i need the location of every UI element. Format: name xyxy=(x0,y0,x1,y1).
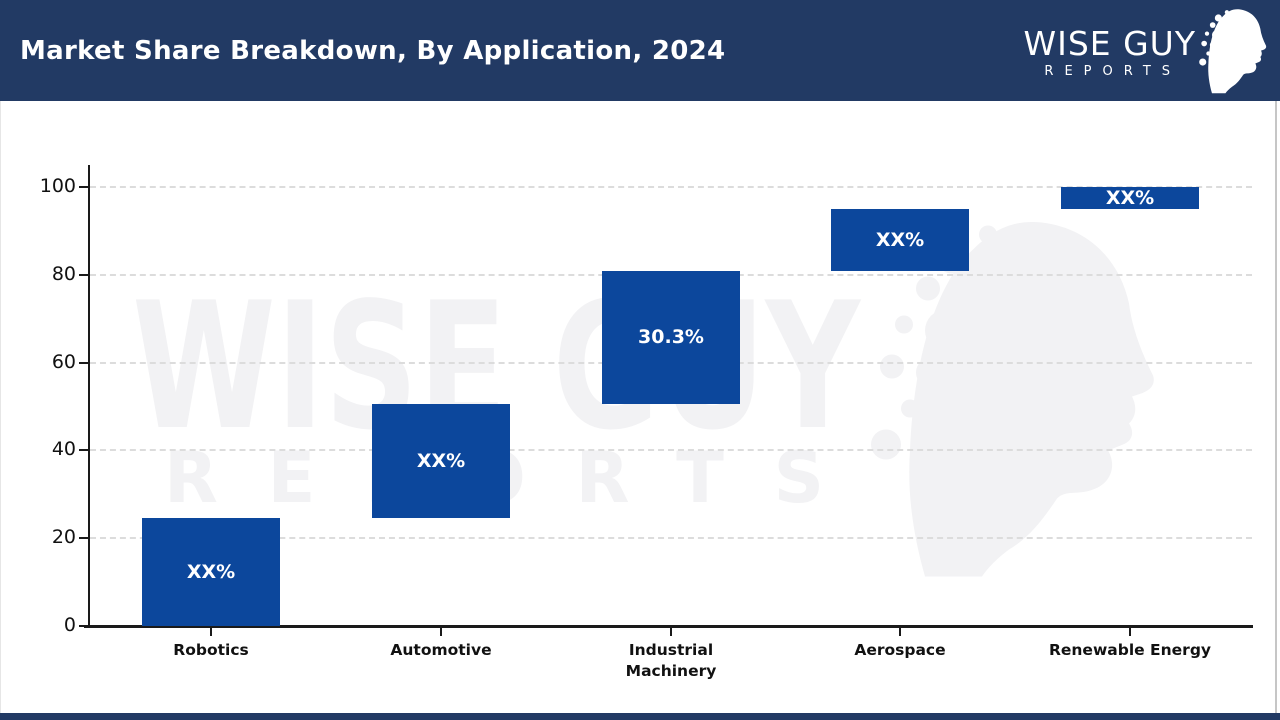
brand-subtitle: REPORTS xyxy=(1044,63,1182,79)
bar-industrial-machinery: 30.3% xyxy=(602,270,740,404)
y-tick-label-60: 60 xyxy=(51,350,76,373)
category-label-aerospace: Aerospace xyxy=(854,641,946,659)
y-tick-label-100: 100 xyxy=(39,175,76,197)
x-tick-mark-industrial-machinery xyxy=(670,627,672,636)
y-tick-label-20: 20 xyxy=(51,526,76,549)
bar-renewable-energy: XX% xyxy=(1061,187,1199,209)
gridline-y100 xyxy=(90,186,1252,188)
x-tick-mark-robotics xyxy=(210,627,212,636)
gridline-y40 xyxy=(90,449,1252,452)
y-tick-mark-100 xyxy=(79,186,88,188)
y-tick-label-40: 40 xyxy=(51,438,76,461)
x-axis xyxy=(84,624,1253,628)
x-tick-mark-renewable-energy xyxy=(1129,627,1131,636)
bar-value-label-robotics: XX% xyxy=(186,560,236,583)
bar-value-label-aerospace: XX% xyxy=(875,228,925,251)
header-bar: Market Share Breakdown, By Application, … xyxy=(0,0,1280,101)
category-label-automotive: Automotive xyxy=(390,641,492,659)
y-tick-mark-80 xyxy=(79,273,88,276)
content-right-border xyxy=(1275,101,1277,713)
footer-bar xyxy=(0,713,1280,720)
x-tick-mark-aerospace xyxy=(899,627,901,636)
y-tick-label-0: 0 xyxy=(63,614,76,636)
bar-value-label-renewable-energy: XX% xyxy=(1105,186,1155,209)
y-tick-mark-20 xyxy=(79,537,88,540)
brand-name: WISE GUY xyxy=(1023,23,1196,63)
bar-automotive: XX% xyxy=(372,403,510,518)
gridline-y20 xyxy=(90,537,1252,540)
brand-logo: WISE GUY REPORTS xyxy=(1023,6,1270,96)
y-tick-mark-40 xyxy=(79,449,88,452)
page-title: Market Share Breakdown, By Application, … xyxy=(20,35,726,66)
y-tick-mark-60 xyxy=(79,361,88,364)
y-tick-mark-0 xyxy=(79,625,88,627)
category-label-industrial-machinery: Industrial Machinery xyxy=(625,641,717,680)
x-tick-mark-automotive xyxy=(440,627,442,636)
y-tick-label-80: 80 xyxy=(51,262,76,285)
wise-guy-head-icon xyxy=(1199,9,1267,94)
category-label-renewable-energy: Renewable Energy xyxy=(1048,641,1212,659)
content-left-border xyxy=(0,101,1,713)
bar-value-label-automotive: XX% xyxy=(416,449,466,472)
category-label-robotics: Robotics xyxy=(173,641,249,659)
y-axis xyxy=(88,165,90,628)
bar-value-label-industrial-machinery: 30.3% xyxy=(638,326,704,349)
bar-aerospace: XX% xyxy=(831,208,969,271)
bar-robotics: XX% xyxy=(142,518,280,626)
